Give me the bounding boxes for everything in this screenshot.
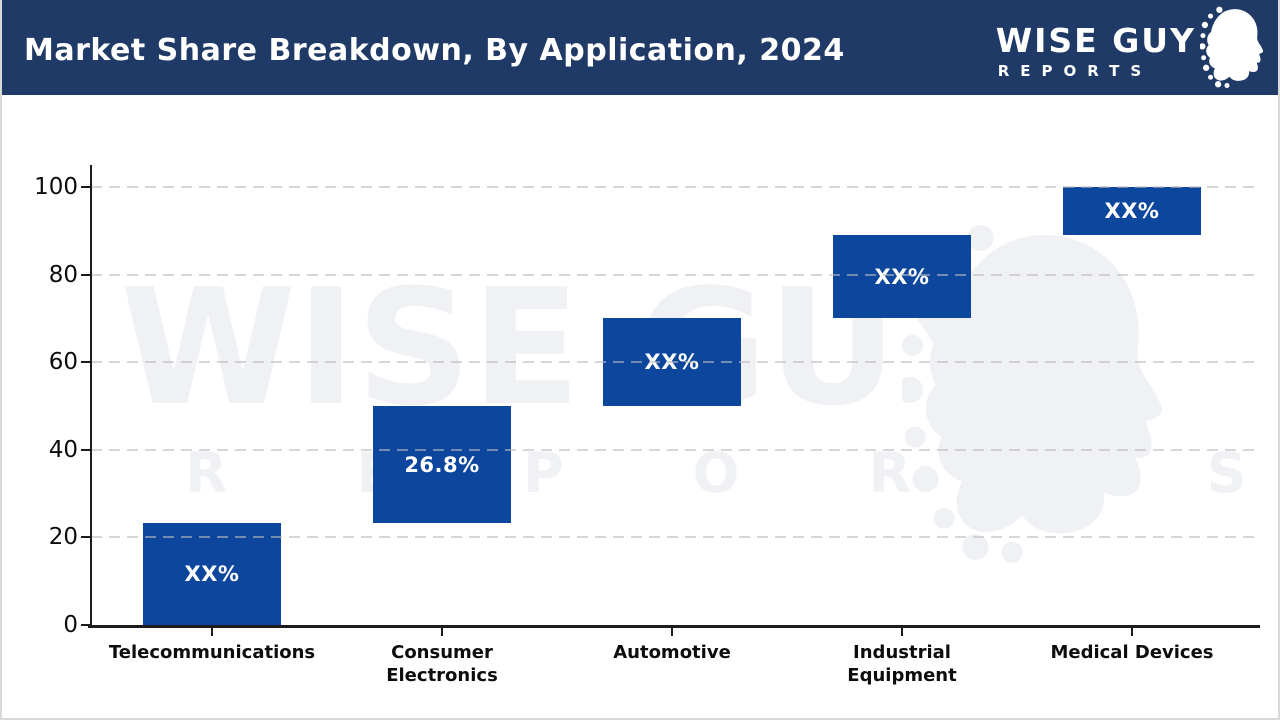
- bar-segment: XX%: [143, 523, 281, 625]
- brand-name: WISE GUY: [995, 21, 1196, 61]
- gridline: [91, 361, 1257, 364]
- x-tick-label: Consumer Electronics: [386, 642, 498, 686]
- gridline: [91, 536, 1257, 539]
- x-tick-label: Automotive: [613, 642, 731, 663]
- y-tick-label: 40: [48, 436, 78, 463]
- y-tick-mark: [81, 273, 90, 276]
- x-tick-mark: [211, 628, 213, 636]
- y-tick-label: 20: [48, 524, 78, 551]
- y-tick-mark: [81, 448, 90, 451]
- y-tick-mark: [81, 361, 90, 364]
- gridline: [91, 273, 1257, 276]
- x-tick-mark: [901, 628, 903, 636]
- x-tick-mark: [1131, 628, 1133, 636]
- x-tick-label: Telecommunications: [108, 642, 316, 663]
- bar-value-label: XX%: [1104, 199, 1160, 224]
- bar-segment: XX%: [1063, 187, 1201, 236]
- y-tick-label: 100: [34, 174, 78, 200]
- bar-segment: XX%: [833, 235, 971, 319]
- bar-value-label: 26.8%: [404, 452, 480, 477]
- brand-subtitle: REPORTS: [997, 61, 1153, 80]
- brand-logo-text: WISE GUY REPORTS: [996, 24, 1196, 80]
- y-tick-label: 0: [63, 612, 78, 638]
- bar-value-label: XX%: [874, 264, 930, 289]
- x-tick-mark: [671, 628, 673, 636]
- brand-head-icon: [1200, 6, 1264, 88]
- x-tick-mark: [441, 628, 443, 636]
- page-title: Market Share Breakdown, By Application, …: [24, 33, 845, 68]
- y-tick-label: 60: [48, 349, 78, 376]
- x-tick-label: Industrial Equipment: [847, 642, 957, 686]
- waterfall-chart: WISE GUY R E P O R T S XX% 26.8% XX% XX% XX%…: [2, 95, 1278, 718]
- y-axis-line: [90, 165, 92, 628]
- x-axis-line: [88, 625, 1260, 628]
- y-tick-mark: [81, 186, 90, 188]
- bar-value-label: XX%: [184, 562, 240, 587]
- y-tick-mark: [81, 536, 90, 539]
- header-bar: Market Share Breakdown, By Application, …: [2, 0, 1278, 95]
- bar-segment: 26.8%: [373, 406, 511, 524]
- gridline: [91, 186, 1257, 188]
- gridline: [91, 448, 1257, 451]
- y-tick-label: 80: [48, 261, 78, 288]
- x-tick-label: Medical Devices: [1050, 642, 1214, 663]
- y-tick-mark: [81, 624, 90, 626]
- brand-logo: WISE GUY REPORTS: [996, 6, 1264, 88]
